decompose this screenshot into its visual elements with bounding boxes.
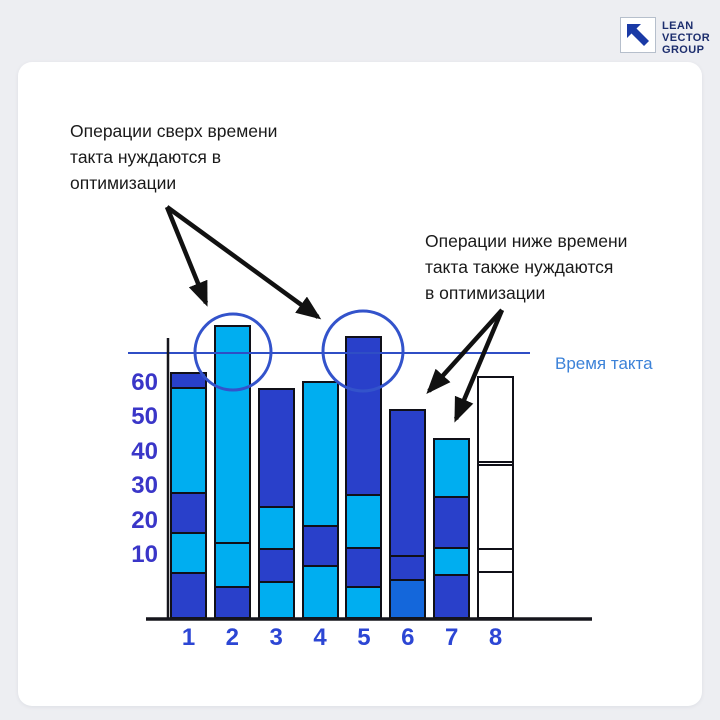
- x-axis-tick-label: 7: [444, 624, 459, 651]
- y-axis-tick-label: 20: [131, 506, 158, 534]
- bar-segment-cyan: [347, 585, 381, 617]
- logo-line: LEAN: [662, 19, 694, 32]
- bar-segment-cyan: [172, 386, 205, 493]
- bar-segment-cyan: [435, 546, 469, 574]
- annotation-line: такта также нуждаются: [425, 257, 614, 277]
- annotation-line: такта нуждаются в: [70, 147, 222, 167]
- bar-segment-mid: [391, 578, 425, 617]
- y-axis-tick-label: 40: [131, 437, 158, 465]
- bar-segment-dark: [172, 374, 205, 387]
- bar-segment-dark: [172, 492, 205, 533]
- logo-line: GROUP: [662, 43, 705, 56]
- lean-vector-group-logo: LEAN VECTOR GROUP: [620, 17, 710, 58]
- annotation-below-takt: Операции ниже времени такта также нуждаю…: [425, 228, 627, 306]
- bar-segment-cyan: [435, 440, 469, 496]
- x-axis-tick-label: 4: [313, 624, 327, 651]
- x-axis-tick-label: 5: [357, 624, 371, 651]
- bar-segment-cyan: [215, 326, 249, 542]
- bar-7: [433, 438, 471, 619]
- bar-segment-dark: [391, 555, 425, 579]
- bar-4: [301, 380, 339, 619]
- bar-segment-cyan: [215, 541, 249, 587]
- y-axis-tick-label: 50: [131, 403, 158, 431]
- takt-time-label: Время такта: [555, 354, 653, 373]
- annotation-line: Операции сверх времени: [70, 121, 278, 141]
- bar-segment-cyan: [303, 382, 337, 526]
- bar-segment-dark: [259, 389, 293, 506]
- bar-segment-dark: [347, 338, 381, 495]
- bar-segment-cyan: [303, 564, 337, 617]
- x-axis-tick-label: 6: [401, 624, 415, 651]
- bar-segment-dark: [172, 571, 205, 617]
- bar-5: [345, 336, 383, 619]
- annotation-above-takt: Операции сверх времени такта нуждаются в…: [70, 118, 277, 196]
- bar-6: [389, 409, 427, 619]
- bar-segment-cyan: [259, 581, 293, 617]
- bar-3: [257, 387, 295, 619]
- bar-2: [213, 324, 251, 619]
- bar-segment-dark: [435, 573, 469, 617]
- bar-segment-cyan: [172, 532, 205, 572]
- bar-segment-cyan: [259, 505, 293, 548]
- bar-segment-white: [479, 547, 513, 571]
- y-axis-tick-label: 60: [131, 369, 158, 396]
- bar-segment-dark: [347, 547, 381, 586]
- bar-1: [170, 372, 207, 619]
- bar-segment-white: [479, 570, 513, 617]
- annotation-line: в оптимизации: [425, 283, 546, 303]
- bar-segment-dark: [259, 547, 293, 582]
- logo-text: LEAN VECTOR GROUP: [662, 20, 710, 56]
- y-axis-tick-label: 10: [131, 541, 158, 568]
- bar-segment-dark: [303, 525, 337, 565]
- bar-segment-cyan: [347, 494, 381, 548]
- bar-segment-white: [479, 461, 513, 548]
- annotation-line: оптимизации: [70, 173, 177, 193]
- logo-line: VECTOR: [662, 31, 711, 44]
- x-axis-tick-label: 3: [269, 624, 283, 651]
- x-axis-tick-label: 1: [181, 624, 196, 651]
- x-axis-tick-label: 8: [488, 624, 503, 651]
- arrow-northwest-icon: [620, 17, 656, 58]
- bar-segment-dark: [435, 495, 469, 547]
- bar-segment-white: [479, 378, 513, 462]
- x-axis-tick-label: 2: [225, 624, 240, 651]
- bar-8: [477, 376, 515, 619]
- annotation-line: Операции ниже времени: [425, 231, 628, 251]
- bar-segment-dark: [391, 411, 425, 556]
- bar-segment-dark: [215, 586, 249, 617]
- y-axis-tick-label: 30: [131, 472, 158, 500]
